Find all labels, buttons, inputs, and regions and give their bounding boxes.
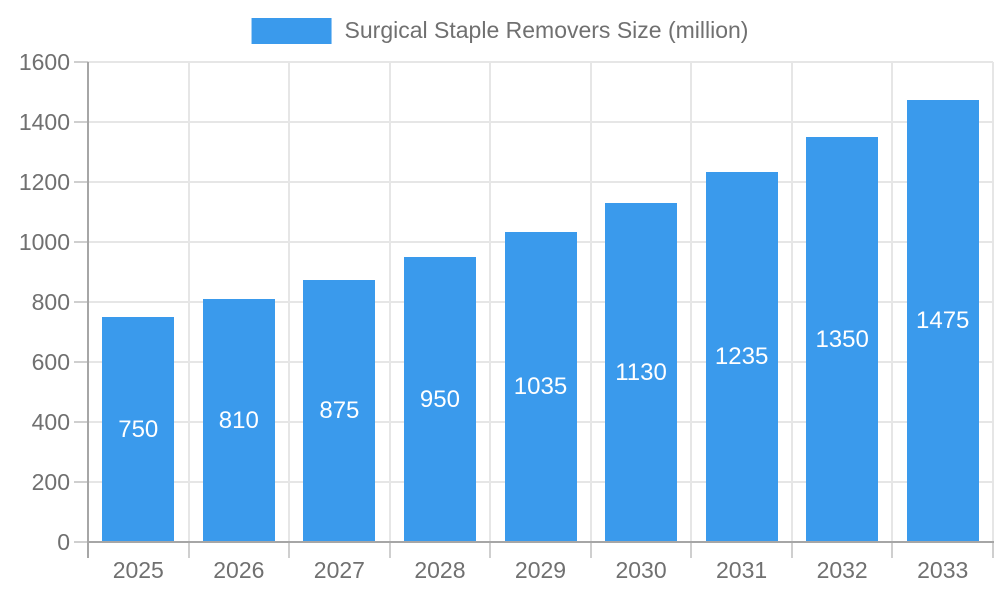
- y-tick-1200: [74, 181, 88, 183]
- y-tick-400: [74, 421, 88, 423]
- y-axis-label-1000: 1000: [18, 229, 70, 255]
- bar-2028[interactable]: 950: [403, 257, 476, 542]
- y-tick-800: [74, 301, 88, 303]
- x-gridline-1: [187, 62, 190, 542]
- y-tick-1400: [74, 121, 88, 123]
- y-axis-label-200: 200: [31, 469, 70, 495]
- x-tick-8: [891, 542, 894, 558]
- x-tick-6: [690, 542, 693, 558]
- bar-value-label-2025: 750: [118, 415, 159, 443]
- x-tick-9: [992, 542, 994, 558]
- y-gridline-1600: [88, 61, 993, 63]
- x-gridline-8: [891, 62, 894, 542]
- bar-value-label-2031: 1235: [714, 342, 769, 370]
- x-axis-label-2032: 2032: [816, 557, 868, 583]
- y-gridline-1400: [88, 121, 993, 123]
- bar-value-label-2033: 1475: [916, 306, 970, 334]
- y-gridline-1200: [88, 181, 993, 183]
- legend-label: Surgical Staple Removers Size (million): [344, 17, 749, 43]
- legend[interactable]: Surgical Staple Removers Size (million): [251, 17, 749, 44]
- bar-value-label-2029: 1035: [513, 372, 568, 400]
- x-axis-label-2029: 2029: [514, 557, 567, 583]
- y-axis-label-800: 800: [31, 289, 70, 315]
- bar-value-label-2032: 1350: [815, 325, 869, 353]
- x-axis-label-2025: 2025: [112, 557, 164, 583]
- bar-value-label-2027: 875: [319, 396, 360, 424]
- x-gridline-4: [489, 62, 492, 542]
- y-axis-label-600: 600: [31, 349, 70, 375]
- y-axis-label-400: 400: [31, 409, 70, 435]
- y-axis-line: [87, 62, 89, 558]
- bar-2026[interactable]: 810: [202, 299, 275, 542]
- x-gridline-9: [992, 62, 994, 542]
- bar-2030[interactable]: 1130: [605, 203, 678, 542]
- bar-value-label-2026: 810: [218, 406, 259, 434]
- bar-value-label-2028: 950: [419, 385, 460, 413]
- x-gridline-2: [288, 62, 291, 542]
- y-tick-1000: [74, 241, 88, 243]
- y-axis-label-0: 0: [57, 529, 70, 555]
- bar-2027[interactable]: 875: [303, 279, 376, 542]
- bar-2031[interactable]: 1235: [705, 171, 778, 542]
- x-axis-label-2031: 2031: [716, 557, 768, 583]
- x-tick-1: [187, 542, 190, 558]
- x-tick-5: [589, 542, 592, 558]
- legend-swatch: [251, 17, 332, 44]
- bar-2032[interactable]: 1350: [806, 137, 879, 542]
- x-tick-7: [790, 542, 793, 558]
- x-axis-label-2028: 2028: [414, 557, 466, 583]
- y-axis-label-1400: 1400: [18, 109, 70, 135]
- bar-2033[interactable]: 1475: [906, 99, 979, 542]
- x-axis-label-2033: 2033: [917, 557, 969, 583]
- bar-value-label-2030: 1130: [615, 358, 667, 386]
- y-tick-600: [74, 361, 88, 363]
- x-gridline-5: [589, 62, 592, 542]
- y-tick-0: [74, 541, 88, 543]
- bar-2029[interactable]: 1035: [504, 231, 577, 542]
- x-axis-label-2027: 2027: [313, 557, 365, 583]
- y-axis-label-1600: 1600: [18, 49, 70, 75]
- x-tick-3: [388, 542, 391, 558]
- y-axis-label-1200: 1200: [18, 169, 70, 195]
- y-tick-1600: [74, 61, 88, 63]
- x-gridline-3: [388, 62, 391, 542]
- x-axis-label-2030: 2030: [615, 557, 667, 583]
- x-axis-label-2026: 2026: [213, 557, 265, 583]
- x-tick-4: [489, 542, 492, 558]
- x-tick-2: [288, 542, 291, 558]
- x-axis-line: [87, 541, 994, 543]
- bar-2025[interactable]: 750: [102, 317, 175, 542]
- x-gridline-6: [690, 62, 693, 542]
- x-gridline-7: [790, 62, 793, 542]
- y-tick-200: [74, 481, 88, 483]
